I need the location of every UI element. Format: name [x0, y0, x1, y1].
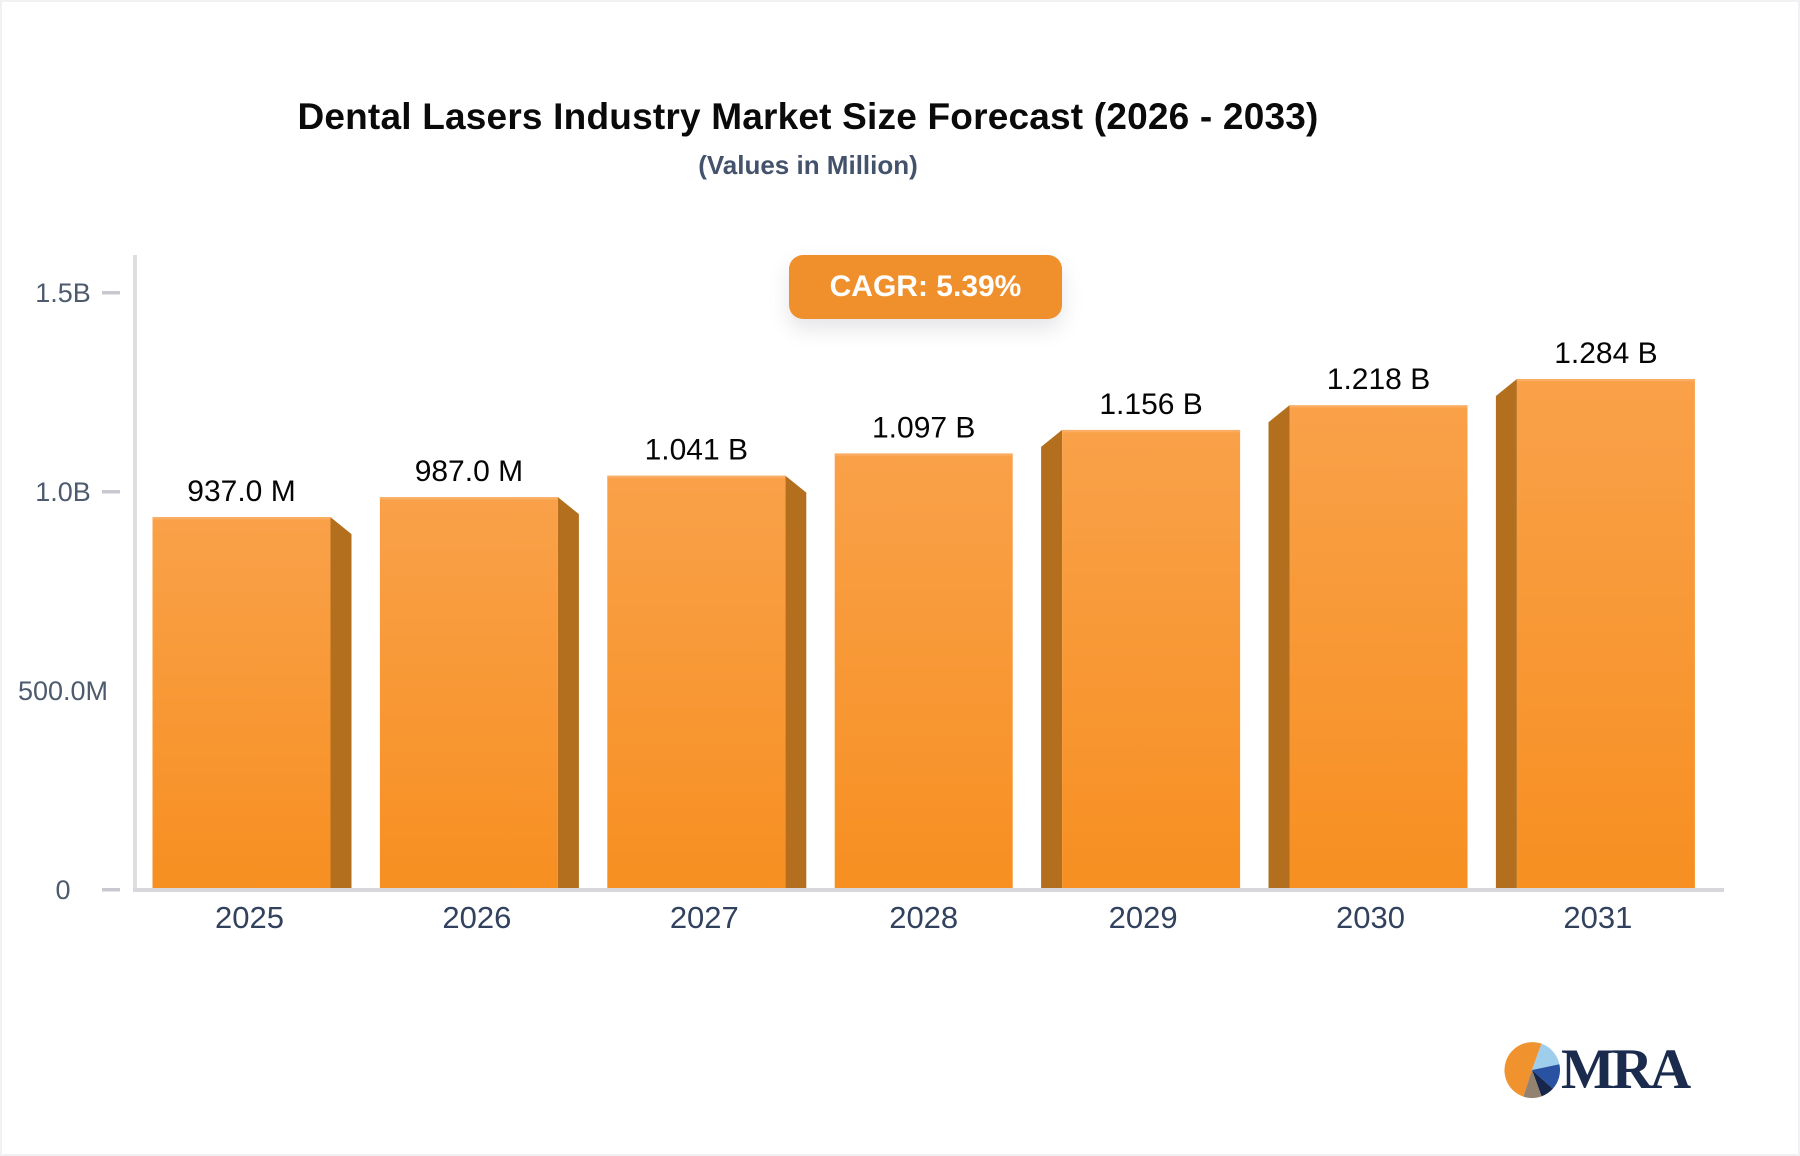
y-axis-tick: [102, 888, 120, 892]
x-axis-category-label: 2026: [442, 900, 511, 935]
bar-value-label: 1.041 B: [645, 434, 748, 467]
bar-2028[interactable]: 1.097 B 2028: [834, 411, 1013, 935]
bar-front-face: [1062, 429, 1241, 890]
bar-side-face: [330, 517, 352, 890]
y-axis-tick: [102, 490, 120, 494]
bar-side-face: [1495, 378, 1517, 890]
bar-side-face: [557, 497, 579, 890]
cagr-badge-label: CAGR: 5.39%: [829, 270, 1022, 303]
x-axis-category-label: 2027: [670, 900, 739, 935]
mra-logo: MRA: [1504, 1038, 1691, 1101]
mra-logo-text: MRA: [1561, 1038, 1691, 1101]
y-axis-tick: [102, 291, 120, 295]
bar-front-face: [834, 453, 1013, 890]
bar-front-face: [1516, 378, 1695, 890]
bar-value-label: 1.218 B: [1327, 363, 1430, 396]
y-axis-tick-label: 1.5B: [35, 278, 91, 308]
chart-title: Dental Lasers Industry Market Size Forec…: [297, 96, 1319, 137]
bar-2030[interactable]: 1.218 B 2030: [1268, 363, 1468, 935]
y-axis-tick-label: 500.0M: [18, 676, 108, 706]
y-axis-tick-label: 0: [55, 875, 70, 905]
x-axis-category-label: 2029: [1109, 900, 1178, 935]
bar-value-label: 1.097 B: [872, 411, 975, 444]
y-axis-tick-label: 1.0B: [35, 477, 91, 507]
bar-front-face: [152, 517, 331, 890]
x-axis-category-label: 2028: [889, 900, 958, 935]
bar-2031[interactable]: 1.284 B 2031: [1495, 337, 1695, 935]
chart-subtitle: (Values in Million): [698, 150, 918, 180]
y-axis-line: [133, 255, 137, 892]
mra-logo-pie-icon: [1504, 1042, 1560, 1098]
x-axis-category-label: 2025: [215, 900, 284, 935]
bar-front-face: [607, 475, 786, 890]
bar-2029[interactable]: 1.156 B 2029: [1041, 388, 1241, 935]
bar-side-face: [785, 475, 807, 890]
bar-front-face: [1289, 405, 1468, 890]
bar-value-label: 937.0 M: [187, 475, 295, 508]
x-axis-category-label: 2031: [1563, 900, 1632, 935]
x-axis-category-label: 2030: [1336, 900, 1405, 935]
cagr-badge: CAGR: 5.39%: [789, 255, 1062, 319]
bar-value-label: 987.0 M: [415, 455, 523, 488]
bar-value-label: 1.156 B: [1099, 388, 1202, 421]
bar-value-label: 1.284 B: [1554, 337, 1657, 370]
bar-side-face: [1041, 429, 1063, 890]
x-axis-baseline: [133, 888, 1724, 892]
bar-side-face: [1268, 405, 1290, 890]
bar-2027[interactable]: 1.041 B 2027: [607, 434, 807, 935]
bar-2026[interactable]: 987.0 M 2026: [379, 455, 579, 935]
bar-2025[interactable]: 937.0 M 2025: [152, 475, 352, 935]
bar-front-face: [379, 497, 558, 890]
